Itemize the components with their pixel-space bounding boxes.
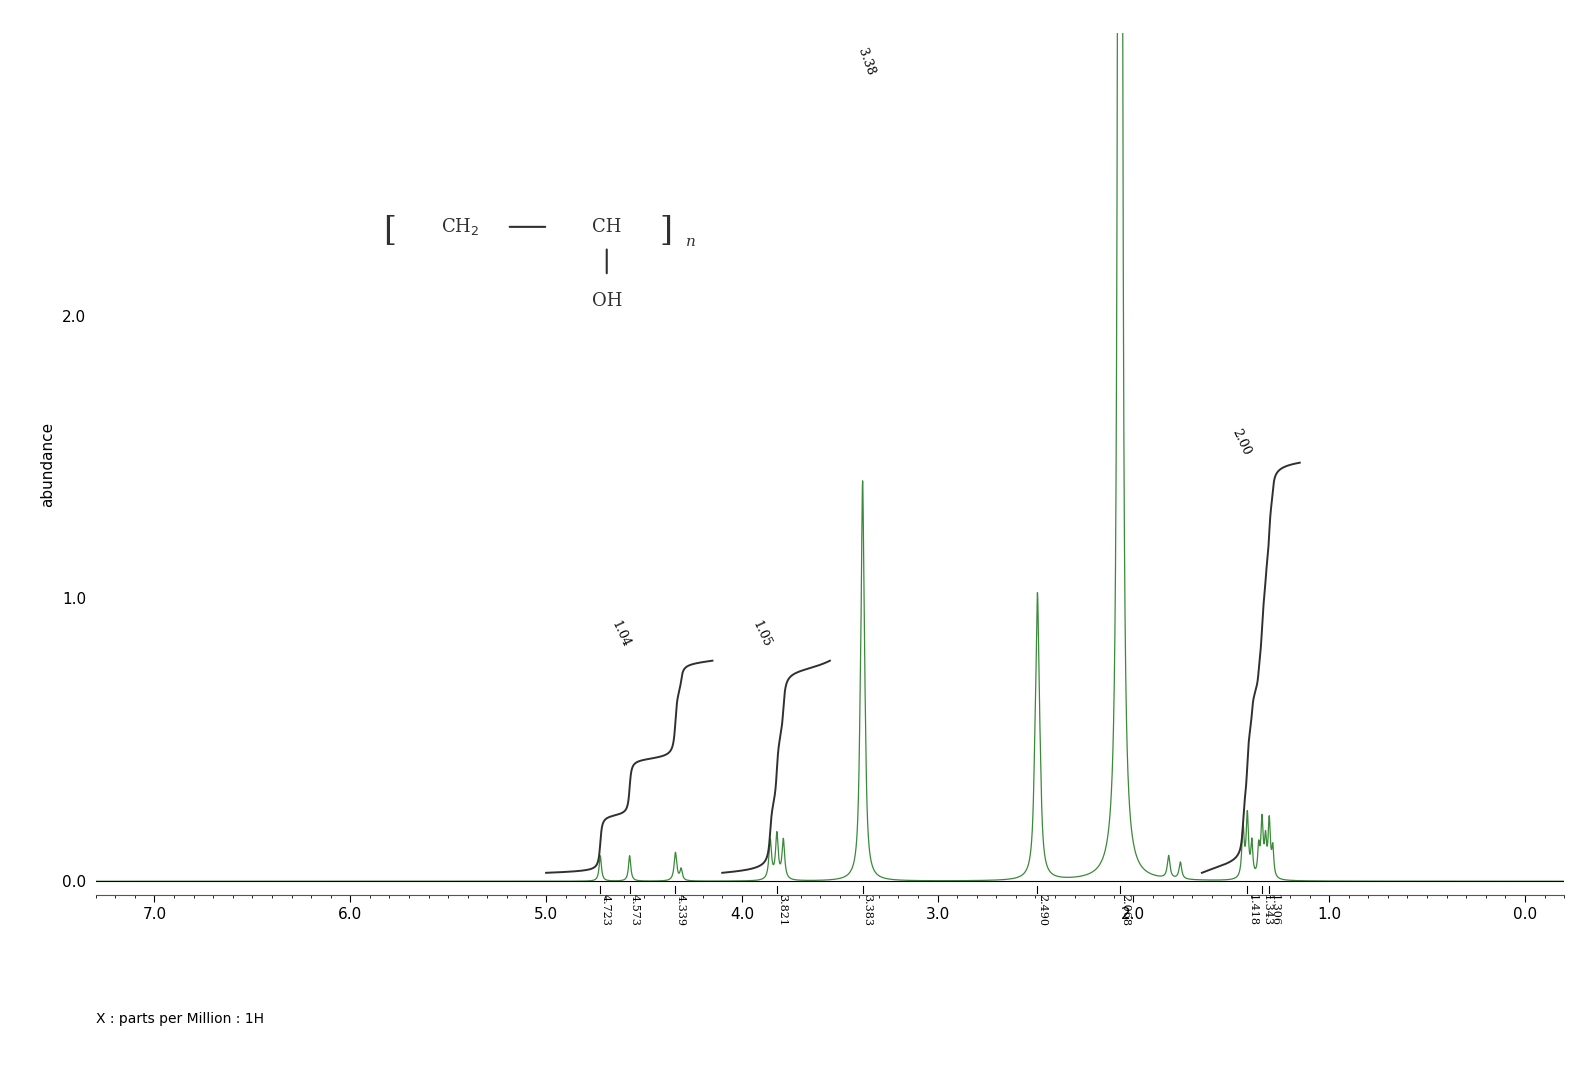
Text: 1.04: 1.04 (608, 618, 632, 650)
Text: 2.490: 2.490 (1037, 894, 1047, 926)
Y-axis label: abundance: abundance (40, 422, 54, 507)
Text: [: [ (383, 215, 396, 247)
Text: 1.306: 1.306 (1269, 894, 1280, 926)
Text: 4.339: 4.339 (675, 894, 685, 926)
Text: 3.821: 3.821 (777, 894, 787, 926)
Text: CH: CH (592, 218, 621, 236)
Text: X : parts per Million : 1H: X : parts per Million : 1H (96, 1012, 263, 1025)
Text: 1.418: 1.418 (1248, 894, 1258, 926)
Text: ]: ] (659, 215, 672, 247)
Text: 4.573: 4.573 (630, 894, 640, 926)
Text: n: n (686, 236, 696, 249)
Text: 3.38: 3.38 (855, 47, 878, 78)
Text: 2.00: 2.00 (1229, 426, 1253, 458)
Text: 3.383: 3.383 (862, 894, 873, 926)
Text: OH: OH (592, 292, 622, 309)
Text: CH$_2$: CH$_2$ (440, 216, 479, 237)
Text: 4.723: 4.723 (600, 894, 610, 926)
Text: 2.068: 2.068 (1120, 894, 1130, 926)
Text: 1.05: 1.05 (750, 619, 772, 650)
Text: 1.343: 1.343 (1262, 894, 1272, 926)
